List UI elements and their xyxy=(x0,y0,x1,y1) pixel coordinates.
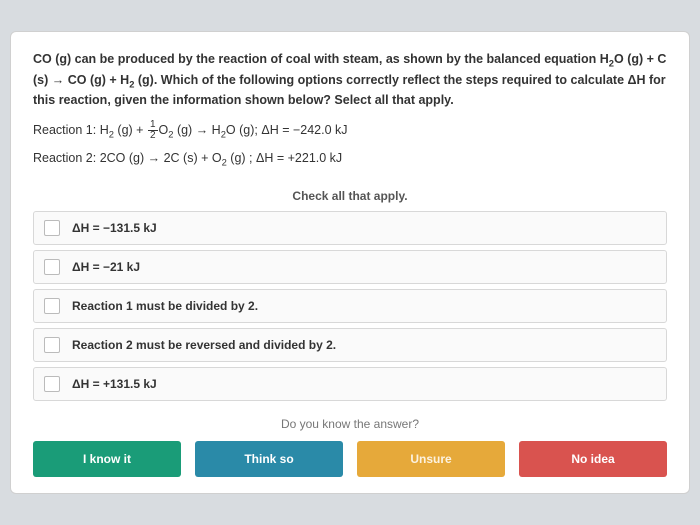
reaction-2: Reaction 2: 2CO (g) → 2C (s) + O2 (g) ; … xyxy=(33,148,667,171)
option-label: ΔH = +131.5 kJ xyxy=(72,377,157,391)
unsure-button[interactable]: Unsure xyxy=(357,441,505,477)
option-row[interactable]: Reaction 1 must be divided by 2. xyxy=(33,289,667,323)
checkbox-icon[interactable] xyxy=(44,376,60,392)
checkbox-icon[interactable] xyxy=(44,259,60,275)
option-row[interactable]: ΔH = −21 kJ xyxy=(33,250,667,284)
checkbox-icon[interactable] xyxy=(44,337,60,353)
i-know-it-button[interactable]: I know it xyxy=(33,441,181,477)
option-label: Reaction 1 must be divided by 2. xyxy=(72,299,258,313)
think-so-button[interactable]: Think so xyxy=(195,441,343,477)
option-label: Reaction 2 must be reversed and divided … xyxy=(72,338,336,352)
question-card: CO (g) can be produced by the reaction o… xyxy=(10,31,690,494)
option-row[interactable]: Reaction 2 must be reversed and divided … xyxy=(33,328,667,362)
reaction-1: Reaction 1: H2 (g) + 12O2 (g) → H2O (g);… xyxy=(33,120,667,143)
checkbox-icon[interactable] xyxy=(44,298,60,314)
question-text: CO (g) can be produced by the reaction o… xyxy=(33,50,667,110)
option-label: ΔH = −131.5 kJ xyxy=(72,221,157,235)
confidence-buttons: I know it Think so Unsure No idea xyxy=(33,441,667,477)
know-prompt: Do you know the answer? xyxy=(33,417,667,431)
no-idea-button[interactable]: No idea xyxy=(519,441,667,477)
check-all-instruction: Check all that apply. xyxy=(33,189,667,203)
checkbox-icon[interactable] xyxy=(44,220,60,236)
options-list: ΔH = −131.5 kJ ΔH = −21 kJ Reaction 1 mu… xyxy=(33,211,667,401)
option-label: ΔH = −21 kJ xyxy=(72,260,140,274)
option-row[interactable]: ΔH = +131.5 kJ xyxy=(33,367,667,401)
option-row[interactable]: ΔH = −131.5 kJ xyxy=(33,211,667,245)
